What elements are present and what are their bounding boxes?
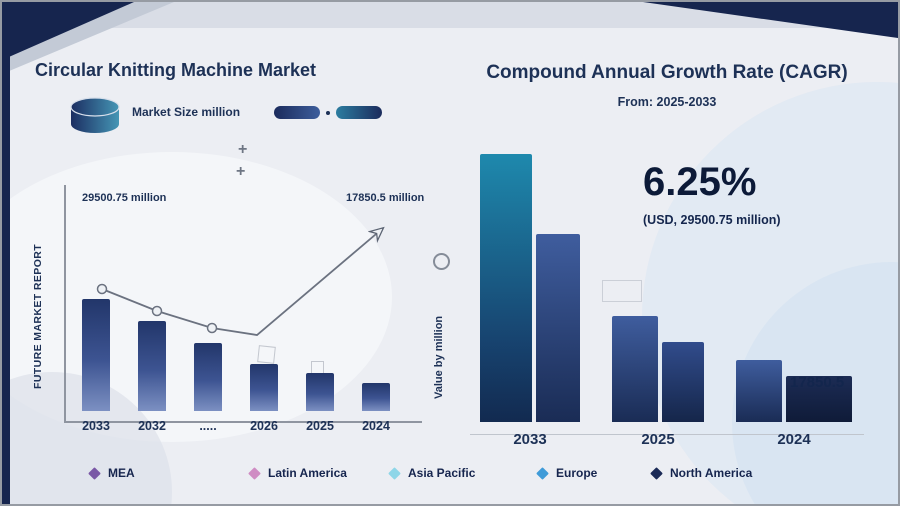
x-tick-label: ..... xyxy=(199,419,217,433)
plus-decor-icon: + xyxy=(236,163,246,180)
left-bar-chart: 2033 2032..... 2026 2025 2024 xyxy=(78,299,394,445)
legend-swatch-diamond-icon xyxy=(536,466,549,480)
pill-navy-icon xyxy=(274,106,320,119)
bar xyxy=(786,376,852,422)
bar xyxy=(536,234,580,422)
legend-item-label: Latin America xyxy=(268,466,347,480)
bar-item: 2024 xyxy=(358,383,394,445)
legend-item: MEA xyxy=(88,466,135,480)
bar xyxy=(612,316,658,422)
bar xyxy=(662,342,704,422)
left-chart-x-axis xyxy=(64,421,422,423)
legend-swatch-diamond-icon xyxy=(388,466,401,480)
x-tick-label: 2024 xyxy=(777,431,811,448)
legend-item: Europe xyxy=(536,466,598,480)
x-tick-label: 2026 xyxy=(250,419,278,433)
x-tick-label: 2025 xyxy=(306,419,334,433)
bar-group: 2024 xyxy=(736,360,852,459)
bar xyxy=(250,364,278,411)
bar-item: 2026 xyxy=(246,364,282,445)
end-value-annotation: 17850.5 million xyxy=(346,192,425,204)
legend-item-label: Asia Pacific xyxy=(408,466,476,480)
left-chart-y-axis-title: FUTURE MARKET REPORT xyxy=(32,243,44,389)
legend-pills xyxy=(274,106,382,119)
bar-item: ..... xyxy=(190,343,226,445)
legend-item-label: North America xyxy=(670,466,753,480)
bar xyxy=(306,373,334,411)
bar-item: 2032 xyxy=(134,321,170,445)
bar-pair xyxy=(736,360,852,422)
circle-decor-icon xyxy=(433,253,450,270)
plus-decor-icon: + xyxy=(238,141,248,158)
cagr-note: (USD, 29500.75 million) xyxy=(643,213,781,227)
x-tick-label: 2024 xyxy=(362,419,390,433)
legend-item-label: Europe xyxy=(556,466,598,480)
right-chart-y-axis-title: Value by million xyxy=(433,315,445,399)
legend-swatch-diamond-icon xyxy=(650,466,663,480)
square-decor-icon xyxy=(602,280,642,302)
right-bar-chart: 2033 2025 2024 xyxy=(480,154,852,459)
x-tick-label: 2033 xyxy=(82,419,110,433)
bar-item: 2025 xyxy=(302,373,338,445)
x-tick-label: 2033 xyxy=(513,431,547,448)
cagr-value: 6.25% xyxy=(643,160,757,204)
pill-separator-dot xyxy=(326,110,330,115)
bar-group: 2025 xyxy=(612,316,704,459)
bar-value-annotation: 17850.5 xyxy=(790,374,845,391)
legend: MEA Latin America Asia Pacific Europe North … xyxy=(2,466,898,488)
legend-swatch-diamond-icon xyxy=(248,466,261,480)
legend-swatch-diamond-icon xyxy=(88,466,101,480)
bar xyxy=(82,299,110,411)
edge-strip-decor xyxy=(2,2,10,504)
left-chart-y-axis xyxy=(64,185,66,423)
left-chart-title: Circular Knitting Machine Market xyxy=(35,60,317,80)
x-tick-label: 2032 xyxy=(138,419,166,433)
database-cylinder-icon xyxy=(70,97,120,133)
x-tick-label: 2025 xyxy=(641,431,675,448)
bar-pair xyxy=(480,154,580,422)
bar-item: 2033 xyxy=(78,299,114,445)
legend-item: Asia Pacific xyxy=(388,466,476,480)
bar xyxy=(362,383,390,411)
bar-group: 2033 xyxy=(480,154,580,459)
bar-pair xyxy=(612,316,704,422)
legend-item-label: MEA xyxy=(108,466,135,480)
legend-item: Latin America xyxy=(248,466,347,480)
legend-item: North America xyxy=(650,466,753,480)
bar xyxy=(736,360,782,422)
market-size-legend-label: Market Size million xyxy=(132,105,241,119)
right-chart-baseline xyxy=(470,434,864,435)
right-chart-subtitle: From: 2025-2033 xyxy=(617,95,717,109)
bar xyxy=(138,321,166,411)
bar xyxy=(194,343,222,411)
right-chart-title: Compound Annual Growth Rate (CAGR) xyxy=(486,62,848,83)
bar xyxy=(480,154,532,422)
start-value-annotation: 29500.75 million xyxy=(82,192,167,204)
pill-teal-icon xyxy=(336,106,382,119)
